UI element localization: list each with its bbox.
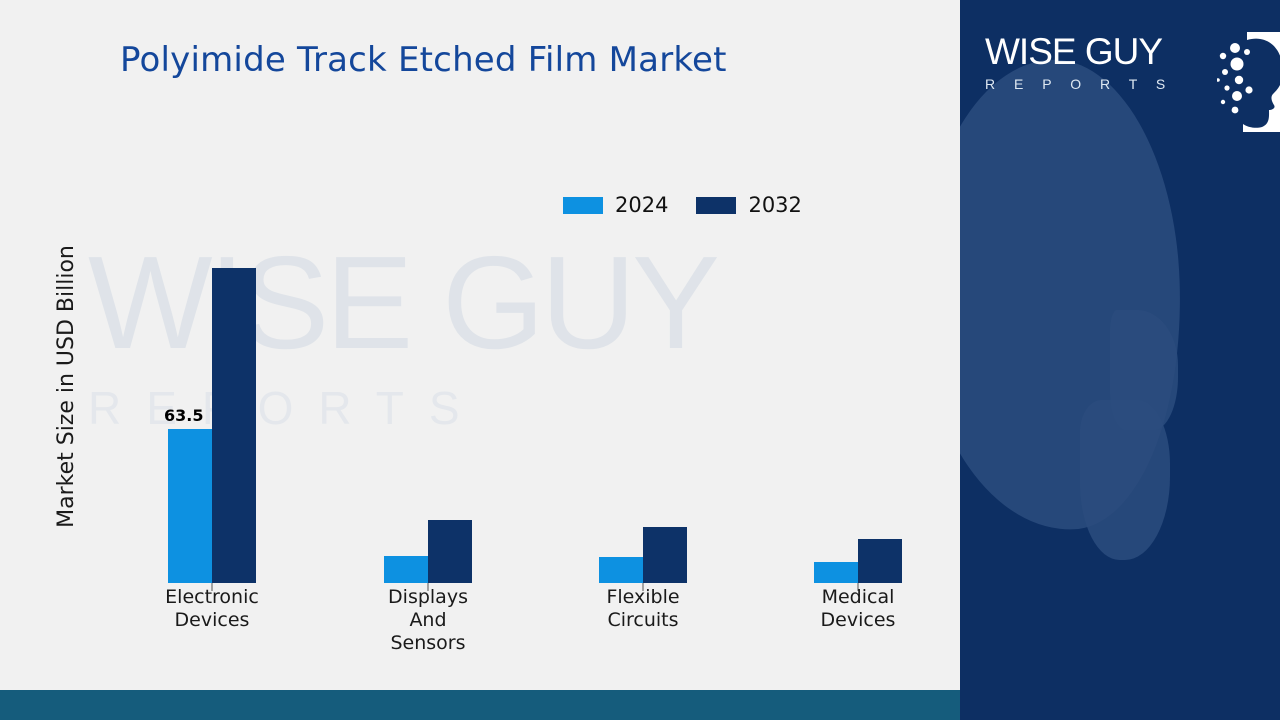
bar-2032-electronic-devices[interactable] (212, 268, 256, 583)
legend-label-2024: 2024 (615, 193, 669, 217)
bottom-accent-strip (0, 690, 960, 720)
x-axis-category-label: Medical Devices (783, 586, 933, 632)
bar-2032-medical-devices[interactable] (858, 539, 902, 583)
bar-2024-medical-devices[interactable] (814, 562, 858, 583)
x-axis-tick (211, 583, 213, 591)
wiseguy-logo: WISE GUY R E P O R T S (985, 30, 1280, 132)
bar-pair (814, 243, 902, 583)
bar-pair (384, 243, 472, 583)
bar-group: Displays And Sensors (384, 243, 472, 654)
plot-area: 63.5 Electronic Devices Displays And Sensors F… (164, 243, 902, 654)
legend-item-2024[interactable]: 2024 (563, 193, 668, 217)
bar-group: Flexible Circuits (599, 243, 687, 631)
page-title: Polyimide Track Etched Film Market (120, 40, 727, 80)
category-label-line: Devices (174, 609, 250, 631)
logo-wordmark: WISE GUY (985, 31, 1163, 72)
x-axis-tick (857, 583, 859, 591)
bar-2032-displays-and-sensors[interactable] (428, 520, 472, 583)
category-label-line: Flexible (606, 586, 680, 608)
bar-chart: Market Size in USD Billion 2024 2032 63.… (54, 193, 902, 654)
x-axis-tick (642, 583, 644, 591)
x-axis-tick (427, 583, 429, 591)
chart-legend: 2024 2032 (563, 193, 802, 217)
x-axis-category-label: Flexible Circuits (568, 586, 718, 632)
category-label-line: Circuits (607, 609, 679, 631)
legend-item-2032[interactable]: 2032 (696, 193, 802, 217)
category-label-line: Devices (820, 609, 896, 631)
x-axis-category-label: Displays And Sensors (353, 586, 503, 655)
legend-swatch-2032 (696, 196, 737, 214)
logo-tagline: R E P O R T S (985, 76, 1173, 92)
head-profile-dots-icon (1217, 32, 1280, 132)
bar-2024-displays-and-sensors[interactable] (384, 556, 428, 583)
bar-2024-flexible-circuits[interactable] (599, 557, 643, 583)
bar-2032-flexible-circuits[interactable] (643, 527, 687, 583)
bar-2024-electronic-devices[interactable] (168, 429, 212, 583)
category-label-line: Displays (388, 586, 468, 608)
bar-pair (599, 243, 687, 583)
legend-label-2032: 2032 (748, 193, 802, 217)
bar-group: 63.5 Electronic Devices (164, 243, 259, 631)
category-label-line: Sensors (390, 632, 466, 654)
category-label-line: Electronic (165, 586, 259, 608)
legend-swatch-2024 (563, 196, 603, 214)
bar-value-label: 63.5 (164, 406, 204, 425)
bar-pair (168, 243, 256, 583)
brand-panel (960, 0, 1280, 720)
x-axis-category-label: Electronic Devices (137, 586, 287, 632)
category-label-line: Medical (821, 586, 895, 608)
head-chin-shape (1080, 400, 1170, 560)
bar-group: Medical Devices (814, 243, 902, 631)
category-label-line: And (409, 609, 447, 631)
